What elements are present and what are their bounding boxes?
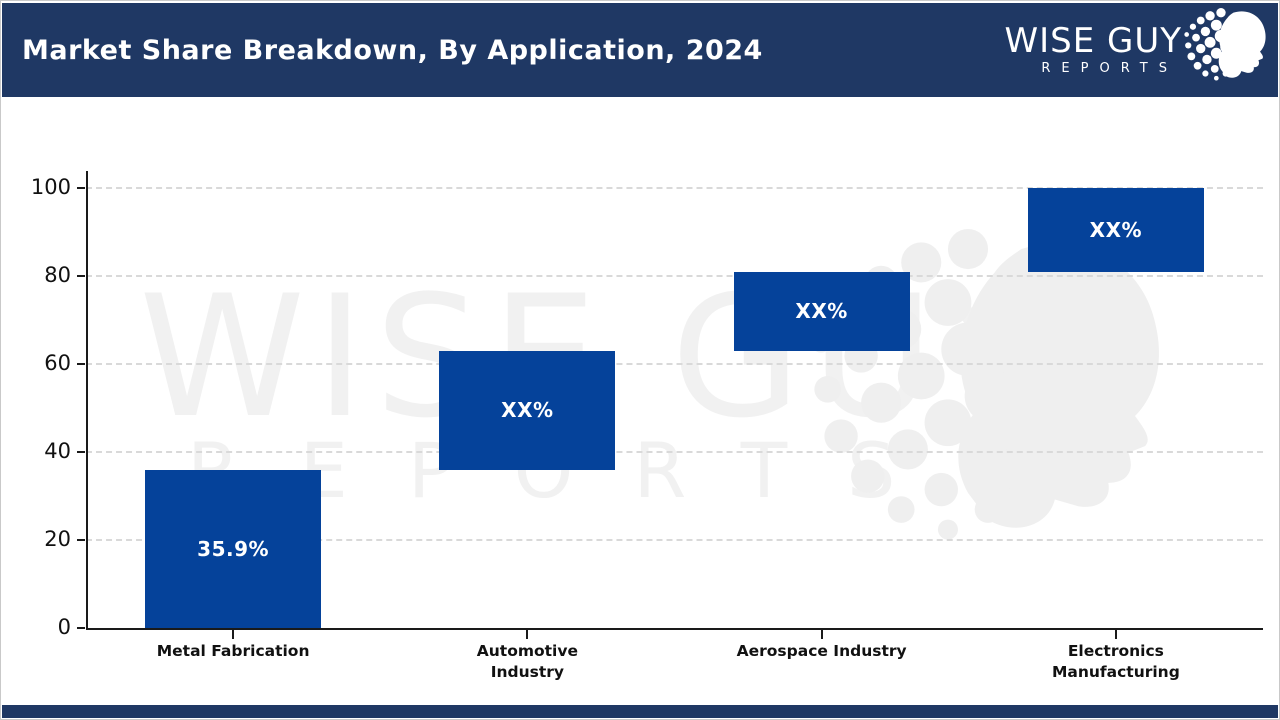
x-category-label-3: Aerospace Industry (736, 642, 907, 660)
y-tick-label-0: 0 (57, 615, 71, 639)
footer-bar (2, 705, 1278, 718)
bar-value-label: XX% (1089, 217, 1143, 242)
y-tick-mark-100 (77, 187, 85, 189)
x-category-label-4: Electronics Manufacturing (1051, 642, 1180, 681)
logo-subtitle: REPORTS (1041, 61, 1178, 76)
gridline-80 (86, 275, 1263, 277)
gridline-60 (86, 363, 1263, 365)
y-tick-mark-80 (77, 275, 85, 277)
header-bar: Market Share Breakdown, By Application, … (2, 3, 1278, 97)
brand-logo: WISE GUY REPORTS (1004, 3, 1270, 97)
bar-value-label: XX% (501, 398, 554, 423)
y-tick-mark-60 (77, 363, 85, 365)
bar-segment-2: XX% (439, 350, 616, 471)
logo-face-icon (1184, 8, 1266, 81)
y-tick-mark-40 (77, 451, 85, 453)
y-tick-label-60: 60 (44, 351, 71, 375)
gridline-20 (86, 539, 1263, 541)
gridline-40 (86, 451, 1263, 453)
y-tick-label-20: 20 (44, 527, 71, 551)
y-tick-label-40: 40 (44, 439, 71, 463)
y-tick-mark-0 (77, 627, 85, 629)
bar-segment-1: 35.9% (145, 470, 322, 628)
bar-segment-3: XX% (733, 271, 910, 351)
y-tick-label-80: 80 (44, 263, 71, 287)
gridline-100 (86, 187, 1263, 189)
x-axis-spine (86, 628, 1263, 630)
x-tick-mark-2 (526, 630, 529, 639)
bar-segment-4: XX% (1027, 188, 1204, 272)
chart-title: Market Share Breakdown, By Application, … (22, 34, 763, 66)
x-category-label-1: Metal Fabrication (156, 642, 310, 660)
x-tick-mark-3 (820, 630, 823, 639)
y-axis-spine (86, 171, 88, 630)
x-tick-mark-4 (1114, 630, 1117, 639)
x-tick-mark-1 (232, 630, 235, 639)
logo-wordmark: WISE GUY (1004, 21, 1182, 61)
y-tick-mark-20 (77, 539, 85, 541)
bar-value-label: 35.9% (197, 537, 270, 561)
y-tick-label-100: 100 (30, 175, 71, 199)
bar-value-label: XX% (795, 299, 848, 324)
x-category-label-2: Automotive Industry (476, 642, 578, 681)
